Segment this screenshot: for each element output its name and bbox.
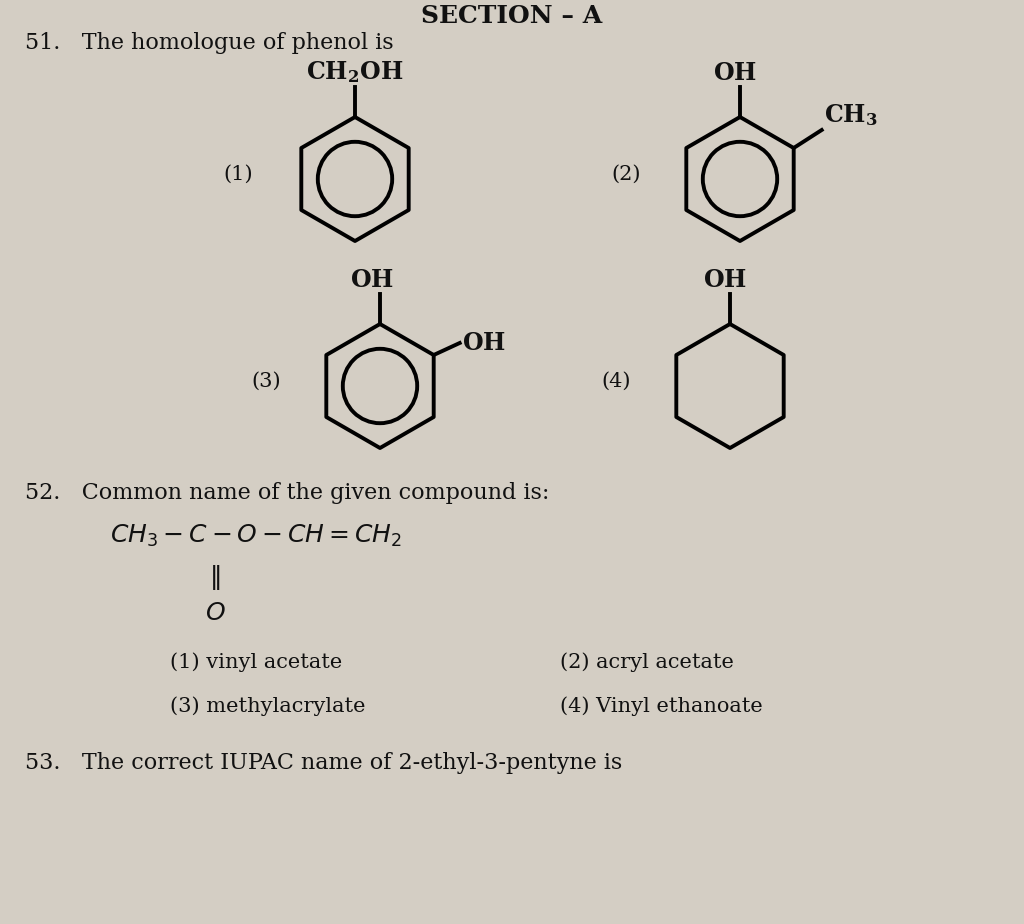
Text: $\mathregular{OH}$: $\mathregular{OH}$: [350, 268, 394, 292]
Text: 51.   The homologue of phenol is: 51. The homologue of phenol is: [25, 32, 393, 54]
Text: $\mathregular{OH}$: $\mathregular{OH}$: [703, 268, 746, 292]
Text: SECTION – A: SECTION – A: [421, 4, 603, 28]
Text: 52.   Common name of the given compound is:: 52. Common name of the given compound is…: [25, 482, 549, 504]
Text: (4) Vinyl ethanoate: (4) Vinyl ethanoate: [560, 696, 763, 716]
Text: (1) vinyl acetate: (1) vinyl acetate: [170, 652, 342, 672]
Text: (2) acryl acetate: (2) acryl acetate: [560, 652, 734, 672]
Text: $\mathregular{OH}$: $\mathregular{OH}$: [713, 61, 757, 85]
Text: (4): (4): [601, 371, 631, 391]
Text: $\mathregular{OH}$: $\mathregular{OH}$: [462, 331, 506, 355]
Text: (1): (1): [223, 164, 253, 184]
Text: (3): (3): [251, 371, 281, 391]
Text: $\mathregular{CH_3}$: $\mathregular{CH_3}$: [823, 102, 878, 128]
Text: 53.   The correct IUPAC name of 2-ethyl-3-pentyne is: 53. The correct IUPAC name of 2-ethyl-3-…: [25, 752, 623, 774]
Text: (2): (2): [611, 164, 641, 184]
Text: $\mathregular{CH_2OH}$: $\mathregular{CH_2OH}$: [306, 59, 403, 85]
Text: $\mathit{CH_3-C-O-CH=CH_2}$: $\mathit{CH_3-C-O-CH=CH_2}$: [110, 523, 401, 549]
Text: $\mathit{O}$: $\mathit{O}$: [205, 602, 225, 626]
Text: $\|$: $\|$: [209, 563, 220, 591]
Text: (3) methylacrylate: (3) methylacrylate: [170, 696, 366, 716]
